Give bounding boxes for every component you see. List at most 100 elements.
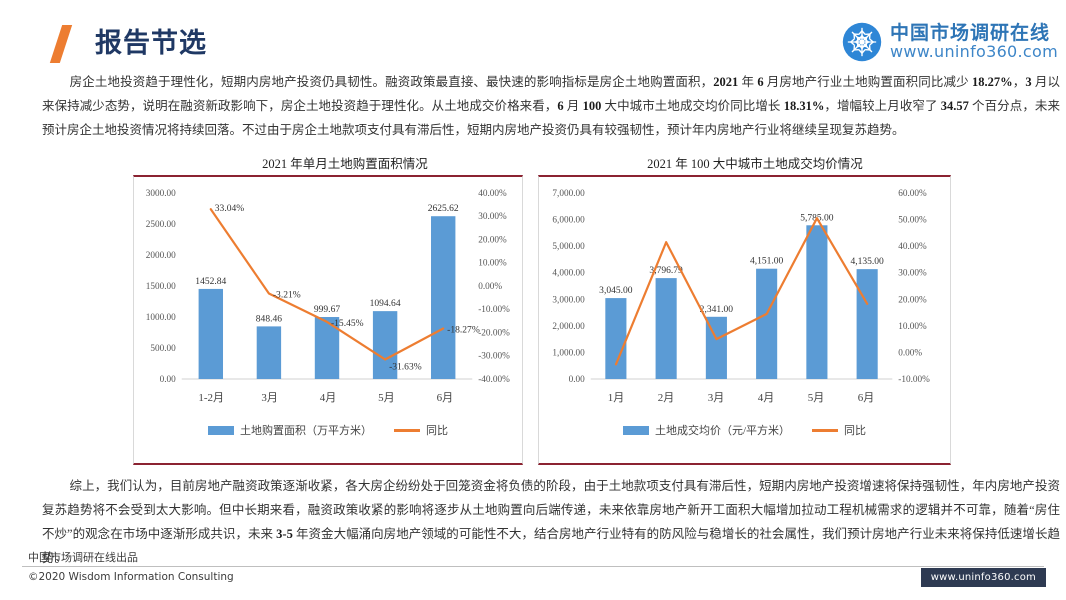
- legend-item[interactable]: 土地购置面积（万平方米）: [208, 422, 372, 438]
- brand-block: 中国市场调研在线 www.uninfo360.com: [842, 22, 1058, 62]
- bar-column: [372, 311, 398, 379]
- x-axis-labels-left: 1-2月 3月 4月 5月 6月: [182, 389, 474, 415]
- y-axis-left-tick: 4,000.00: [552, 269, 585, 279]
- x-axis-category-label: 1-2月: [198, 392, 225, 404]
- y-axis-right-tick: -20.00%: [478, 328, 510, 338]
- bar-column: [806, 225, 828, 379]
- y-axis-right-tick: 40.00%: [898, 242, 927, 252]
- x-axis-category-label: 6月: [857, 392, 875, 404]
- top-paragraph: 房企土地投资趋于理性化，短期内房地产投资仍具韧性。融资政策最直接、最快速的影响指…: [42, 70, 1060, 142]
- body-text: 月: [563, 99, 583, 113]
- snowflake-logo-icon: [842, 22, 882, 62]
- y-axis-right-tick: -10.00%: [898, 375, 930, 385]
- legend-item[interactable]: 土地成交均价（元/平方米）: [622, 422, 790, 438]
- footer-url-badge[interactable]: www.uninfo360.com: [920, 568, 1046, 587]
- chart-land-purchase-area: 0.00 500.00 1000.00 1500.00 2000.00 2500.00 30…: [133, 175, 523, 465]
- emphasis-text: 2021: [713, 75, 739, 89]
- y-axis-left-tick: 0.00: [160, 375, 177, 385]
- brand-name: 中国市场调研在线: [889, 21, 1050, 44]
- emphasis-text: 18.27%: [971, 75, 1013, 89]
- y-axis-left-tick: 500.00: [150, 344, 176, 354]
- y-axis-right-tick: -30.00%: [478, 352, 510, 362]
- emphasis-text: 6: [557, 99, 564, 113]
- y-axis-right-tick: 30.00%: [478, 212, 507, 222]
- line-series: [614, 217, 869, 366]
- x-axis-category-label: 3月: [261, 392, 278, 404]
- y-axis-left-tick: 2,000.00: [552, 322, 585, 332]
- y-axis-right-tick: -40.00%: [478, 375, 510, 385]
- legend-bar-swatch-icon: [622, 425, 649, 435]
- bar-value-label: 4,135.00: [850, 256, 884, 267]
- body-text: 大中城市土地成交均价同比增长: [601, 99, 784, 113]
- legend-item[interactable]: 同比: [394, 422, 448, 438]
- chart-land-price: 0.00 1,000.00 2,000.00 3,000.00 4,000.00 5,00…: [538, 175, 951, 465]
- body-text: ，: [1012, 75, 1026, 89]
- legend-label: 同比: [844, 425, 867, 437]
- bar-value-label: 2625.62: [428, 203, 459, 214]
- bar-value-label: 4,151.00: [750, 256, 784, 267]
- y-axis-right-tick: 40.00%: [478, 189, 507, 199]
- y-axis-right-tick: 20.00%: [478, 235, 507, 245]
- line-series: [209, 208, 445, 361]
- y-axis-left-tick: 0.00: [569, 375, 586, 385]
- bar-column: [198, 288, 224, 379]
- chart-legend-left: 土地购置面积（万平方米） 同比: [134, 422, 522, 438]
- chart-plot-area-right: 0.00 1,000.00 2,000.00 3,000.00 4,000.00 5,00…: [539, 177, 950, 389]
- legend-item[interactable]: 同比: [812, 422, 866, 438]
- footer-divider: [22, 566, 1044, 567]
- y-axis-left-tick: 1,000.00: [552, 348, 585, 358]
- bar-column: [756, 268, 778, 379]
- y-axis-right-tick: 30.00%: [898, 269, 927, 279]
- bar-column: [705, 316, 727, 379]
- bottom-paragraph: 综上，我们认为，目前房地产融资政策逐渐收紧，各大房企纷纷处于回笼资金将负债的阶段…: [42, 474, 1060, 570]
- line-value-label: -3.21%: [273, 289, 301, 300]
- title-slash-decoration: [49, 25, 73, 63]
- chart-title-left: 2021 年单月土地购置面积情况: [262, 157, 428, 171]
- y-axis-left-tick: 5,000.00: [552, 242, 585, 252]
- y-axis-right-tick: 50.00%: [898, 216, 927, 226]
- y-axis-right-tick: 0.00%: [478, 282, 502, 292]
- emphasis-text: 100: [582, 99, 602, 113]
- y-axis-left-tick: 2500.00: [146, 220, 176, 230]
- emphasis-text: 18.31%: [783, 99, 825, 113]
- bar-value-label: 999.67: [314, 304, 340, 315]
- line-value-label: -15.45%: [331, 318, 364, 329]
- body-text: 综上，我们认为，目前房地产融资政策逐渐收紧，各大房企纷纷处于回笼资金将负债的阶段…: [42, 479, 1060, 541]
- emphasis-text: 3-5: [276, 527, 293, 541]
- legend-line-swatch-icon: [394, 428, 420, 432]
- chart-title-right: 2021 年 100 大中城市土地成交均价情况: [647, 157, 863, 171]
- x-axis-category-label: 5月: [807, 392, 825, 404]
- bar-value-label: 1094.64: [370, 298, 401, 309]
- legend-label: 土地购置面积（万平方米）: [240, 425, 372, 437]
- legend-line-swatch-icon: [812, 428, 839, 432]
- x-axis-category-label: 6月: [436, 392, 454, 404]
- y-axis-left-tick: 3,000.00: [552, 295, 585, 305]
- body-text: 月房地产行业土地购置面积同比减少: [763, 75, 972, 89]
- footer-cn-line: 中国市场调研在线出品: [28, 551, 138, 564]
- x-axis-category-label: 2月: [657, 392, 675, 404]
- page-title: 报告节选: [95, 28, 207, 59]
- bar-column: [605, 298, 627, 379]
- x-axis-category-label: 4月: [757, 392, 775, 404]
- x-axis-labels-right: 1月 2月 3月 4月 5月 6月: [591, 389, 891, 415]
- y-axis-left-tick: 1500.00: [146, 282, 176, 292]
- bar-column: [256, 326, 282, 379]
- legend-bar-swatch-icon: [208, 425, 234, 435]
- bar-value-label: 3,796.79: [649, 265, 683, 276]
- y-axis-left-tick: 7,000.00: [552, 189, 585, 199]
- x-axis-category-label: 3月: [707, 392, 725, 404]
- x-axis-category-label: 4月: [319, 392, 337, 404]
- y-axis-right-tick: -10.00%: [478, 305, 510, 315]
- brand-text: 中国市场调研在线 www.uninfo360.com: [889, 21, 1058, 61]
- bar-column: [431, 216, 456, 379]
- body-text: 年: [738, 75, 758, 89]
- y-axis-right-tick: 10.00%: [898, 322, 927, 332]
- page-header: 报告节选: [0, 0, 1066, 70]
- bar-value-label: 1452.84: [195, 276, 226, 287]
- y-axis-left-tick: 6,000.00: [552, 216, 585, 226]
- x-axis-category-label: 1月: [607, 392, 625, 404]
- emphasis-text: 6: [757, 75, 764, 89]
- body-text: ，增幅较上月收窄了: [824, 99, 941, 113]
- bar-value-label: 2,341.00: [700, 304, 734, 315]
- y-axis-left-tick: 3000.00: [146, 189, 176, 199]
